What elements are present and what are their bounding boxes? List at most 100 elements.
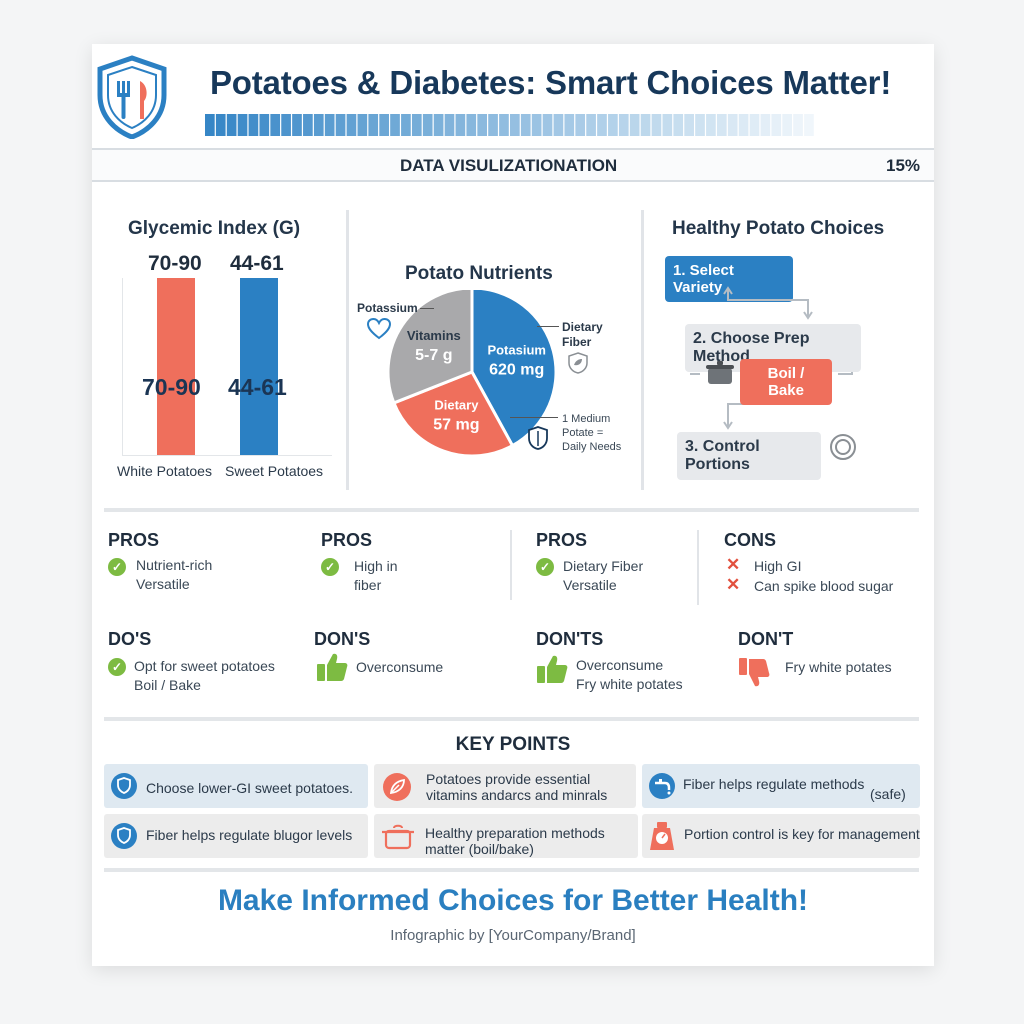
pie-slice-value: 57 mg [433,417,479,434]
stripe-segment [390,114,400,136]
cons-item: Can spike blood sugar [754,578,894,594]
stripe-segment [640,114,651,136]
pot-icon [382,824,414,850]
dos-item: Opt for sweet potatoes [134,658,275,674]
pot-icon [706,361,734,384]
column-divider-1 [346,210,349,490]
stripe-segment [422,114,433,136]
shield-leaf-icon [568,352,588,374]
stripe-segment [379,114,389,136]
key-points-title: KEY POINTS [455,734,571,755]
stripe-segment [313,114,324,136]
pie-slice-name: Dietary [434,398,479,413]
stripe-segment [651,114,662,136]
stripe-segment [411,114,422,136]
dos-heading: DO'S [108,629,152,649]
key-point-text: Fiber helps regulate blugor levels [146,827,353,843]
fiber-leader-line [537,326,559,327]
pros-item: Nutrient-rich [136,557,213,573]
stripe-segment [564,114,575,136]
sweet-potato-gi-inner-value: 44-61 [228,374,287,400]
section-divider-1 [104,508,919,512]
white-potato-gi-inner-value: 70-90 [142,374,201,400]
stripe-segment [575,114,586,136]
stripe-segment [673,114,684,136]
pros-divider-1 [510,530,512,600]
stripe-segment [618,114,629,136]
nutrients-pie-chart: Potasium 620 mg Dietary 57 mg Vitamins 5-7 g [386,290,558,458]
key-point-card [104,814,368,858]
stripe-segment [215,114,226,136]
stripe-segment [804,114,814,136]
section-divider-3 [104,868,919,872]
dietary-fiber-callout: Dietary Fiber [562,320,603,349]
pros-item: Dietary Fiber [563,558,644,574]
stripe-segment [738,114,749,136]
gi-baseline [122,455,332,456]
stripe-segment [749,114,760,136]
stripe-segment [629,114,640,136]
column-divider-2 [641,210,644,490]
pros-divider-2 [697,530,699,605]
pros-item: fiber [354,577,382,593]
dont-item: Fry white potates [785,659,892,675]
gi-axis-line [122,278,123,456]
stripe-segment [706,114,716,136]
pros-heading-3: PROS [536,530,588,550]
decorative-gradient-stripe [205,114,814,136]
pie-slice-dietary [391,370,515,458]
step-control-portions[interactable]: 3. Control Portions [677,432,821,480]
sweet-potato-gi-bar [240,278,278,455]
stripe-segment [586,114,596,136]
stripe-segment [346,114,357,136]
thumbs-down-icon [739,658,770,687]
stripe-segment [455,114,466,136]
key-point-text: Potatoes provide essential vitamins anda… [426,771,608,803]
pros-item: Versatile [136,576,190,592]
stripe-segment [716,114,727,136]
key-point-card [374,764,636,808]
stripe-segment [433,114,444,136]
glycemic-index-title: Glycemic Index (G) [128,218,301,239]
heart-icon [367,318,391,340]
stripe-segment [226,114,237,136]
stripe-segment [520,114,531,136]
key-point-card [642,764,920,808]
stripe-segment [205,114,215,136]
data-visualization-percent: 15% [886,156,921,175]
stripe-segment [793,114,803,136]
stripe-segment [368,114,379,136]
nutrients-title: Potato Nutrients [405,263,553,284]
shield-fork-knife-logo [97,55,167,139]
stripe-segment [477,114,488,136]
key-point-text: Choose lower-GI sweet potatoes. [146,780,353,796]
note-leader-line [510,417,558,418]
potassium-leader-line [420,308,434,309]
stripe-segment [444,114,455,136]
prep-boil-bake[interactable]: Boil / Bake [740,359,832,405]
shield-icon [528,426,548,450]
healthy-choices-title: Healthy Potato Choices [672,218,885,239]
stripe-segment [662,114,673,136]
faucet-icon [649,773,675,799]
daily-needs-callout: 1 Medium Potate = Daily Needs [562,413,622,453]
check-icon: ✓ [108,658,126,676]
stripe-segment [684,114,694,136]
white-potato-gi-value: 70-90 [148,252,202,275]
stripe-segment [553,114,564,136]
key-point-card [104,764,368,808]
cons-item: High GI [754,558,802,574]
footer-credit: Infographic by [YourCompany/Brand] [390,927,636,944]
section-divider-2 [104,717,919,721]
key-point-text: Fiber helps regulate methods [683,776,865,792]
dont-heading: DON'T [738,629,794,649]
donts-item: Overconsume [576,657,664,673]
key-point-card [374,814,638,858]
stripe-segment [499,114,509,136]
stripe-segment [259,114,270,136]
pros-item: Versatile [563,577,617,593]
pros-item: High in [354,558,398,574]
stripe-segment [510,114,520,136]
stripe-segment [237,114,248,136]
pie-slice-value: 5-7 g [415,347,452,364]
